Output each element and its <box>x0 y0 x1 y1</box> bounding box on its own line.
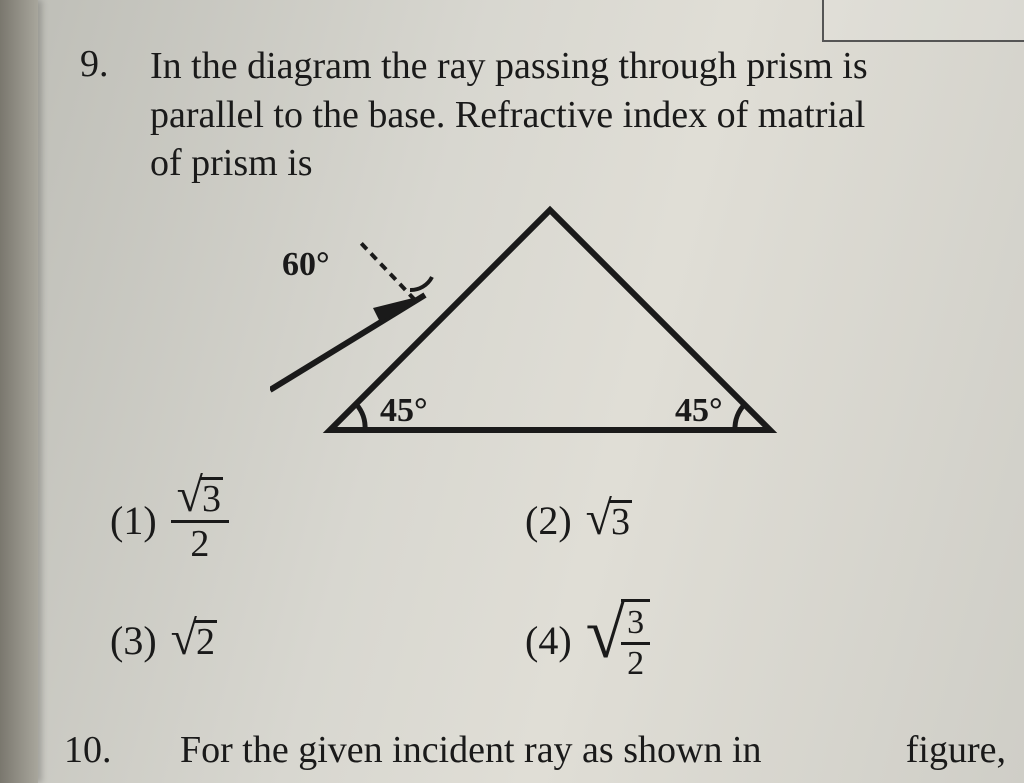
option-4-frac-den: 2 <box>627 645 644 681</box>
option-4: (4) √ 3 2 <box>525 599 940 681</box>
question-line-3: of prism is <box>150 142 313 184</box>
option-row-2: (3) √ 2 (4) √ 3 2 <box>110 590 940 690</box>
option-4-frac-num: 3 <box>621 606 650 645</box>
option-2: (2) √ 3 <box>525 497 940 544</box>
arrowhead-icon <box>373 295 425 322</box>
option-1-radicand: 3 <box>200 477 223 518</box>
option-4-fraction: 3 2 <box>621 606 650 681</box>
option-3-num: (3) <box>110 617 157 664</box>
next-question-text: For the given incident ray as shown in <box>180 728 762 772</box>
arc-incidence <box>410 277 432 290</box>
option-3: (3) √ 2 <box>110 617 525 664</box>
normal-dashed <box>360 242 415 300</box>
book-gutter <box>0 0 38 783</box>
option-2-radicand: 3 <box>609 500 632 541</box>
answer-options: (1) √ 3 2 (2) √ 3 <box>110 470 940 710</box>
prism-svg: {} <box>270 190 830 450</box>
option-4-num: (4) <box>525 617 572 664</box>
next-question-text-right: figure, <box>906 728 1006 772</box>
sqrt-icon: √ 3 <box>177 477 223 518</box>
option-1-denominator: 2 <box>190 523 209 563</box>
option-2-num: (2) <box>525 497 572 544</box>
option-3-value: √ 2 <box>171 620 217 661</box>
next-question-number: 10. <box>64 728 112 772</box>
incident-angle-label: 60° <box>282 246 330 284</box>
arc-right <box>735 404 745 430</box>
option-4-value: √ 3 2 <box>586 599 651 681</box>
prism-diagram: {} 60° 45° 45° <box>270 190 830 450</box>
option-row-1: (1) √ 3 2 (2) √ 3 <box>110 470 940 570</box>
page-corner-box <box>822 0 1024 42</box>
question-text: In the diagram the ray passing through p… <box>150 42 1020 188</box>
incident-ray <box>270 295 425 390</box>
option-2-value: √ 3 <box>586 500 632 541</box>
question-number: 9. <box>80 42 109 86</box>
arc-left <box>356 404 365 430</box>
surd-symbol: √ <box>586 599 626 667</box>
option-1: (1) √ 3 2 <box>110 477 525 563</box>
base-angle-right: 45° <box>675 392 723 430</box>
question-line-2: parallel to the base. Refractive index o… <box>150 94 865 136</box>
option-1-numerator: √ 3 <box>171 477 229 523</box>
option-4-radicand: 3 2 <box>621 599 650 681</box>
page: 9. In the diagram the ray passing throug… <box>0 0 1024 783</box>
option-1-value: √ 3 2 <box>171 477 229 563</box>
question-line-1: In the diagram the ray passing through p… <box>150 45 868 87</box>
option-1-num: (1) <box>110 497 157 544</box>
option-3-radicand: 2 <box>194 620 217 661</box>
base-angle-left: 45° <box>380 392 428 430</box>
